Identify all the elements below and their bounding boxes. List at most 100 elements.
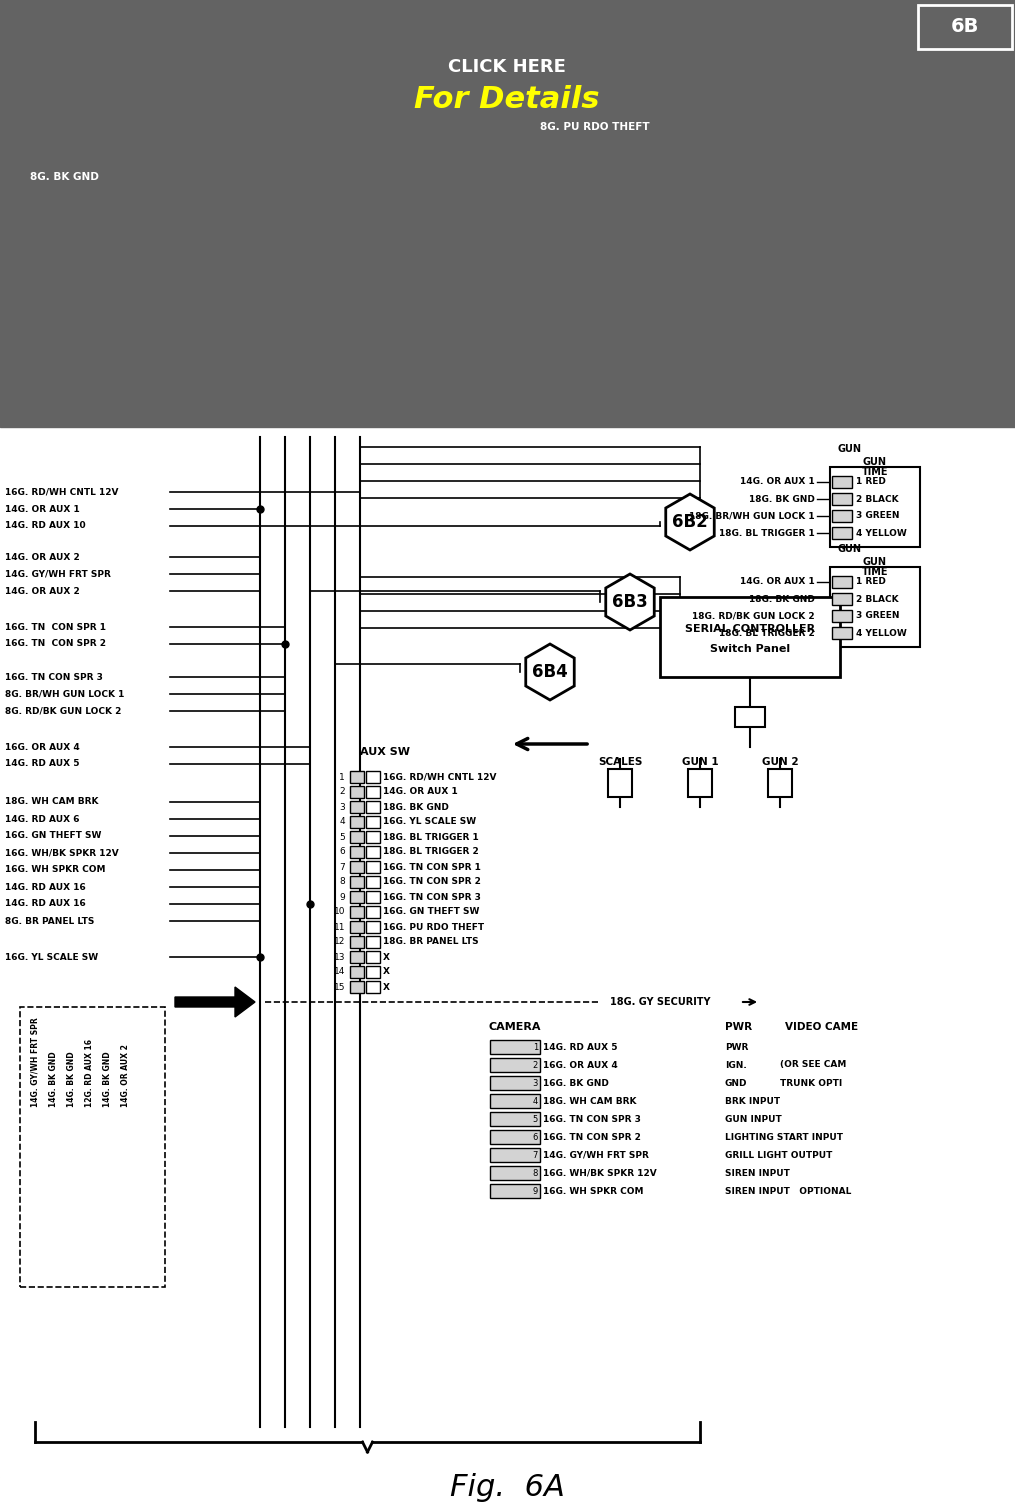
Text: 14G. OR AUX 1: 14G. OR AUX 1 [5, 505, 80, 514]
Text: 16G. TN CON SPR 3: 16G. TN CON SPR 3 [383, 892, 481, 901]
Text: 3: 3 [533, 1079, 538, 1088]
Bar [490, 1166, 540, 1180]
Text: GUN: GUN [838, 445, 862, 454]
Text: 5: 5 [533, 1115, 538, 1124]
Text: 18G. WH CAM BRK: 18G. WH CAM BRK [543, 1097, 636, 1106]
Bar [832, 527, 852, 540]
Text: SIREN INPUT   OPTIONAL: SIREN INPUT OPTIONAL [725, 1186, 852, 1195]
Text: 14G. OR AUX 1: 14G. OR AUX 1 [383, 788, 458, 797]
Text: GUN 1: GUN 1 [682, 757, 719, 767]
Text: GUN: GUN [863, 457, 887, 467]
Text: 4 YELLOW: 4 YELLOW [856, 529, 906, 538]
Text: 16G. WH SPKR COM: 16G. WH SPKR COM [543, 1186, 644, 1195]
Text: 13: 13 [334, 952, 345, 961]
Bar [660, 597, 840, 677]
Text: 6: 6 [533, 1132, 538, 1141]
Bar [735, 707, 765, 726]
Text: 16G. TN CON SPR 2: 16G. TN CON SPR 2 [383, 877, 481, 886]
Bar [490, 1058, 540, 1071]
Text: 18G. BR PANEL LTS: 18G. BR PANEL LTS [383, 937, 479, 946]
Text: 18G. WH CAM BRK: 18G. WH CAM BRK [5, 797, 98, 806]
Text: SCALES: SCALES [598, 757, 642, 767]
Bar [688, 769, 712, 797]
Text: 18G. BK GND: 18G. BK GND [749, 494, 815, 503]
Text: 18G. BR/WH GUN LOCK 1: 18G. BR/WH GUN LOCK 1 [689, 511, 815, 520]
Text: 8: 8 [533, 1168, 538, 1177]
Text: 16G. TN  CON SPR 2: 16G. TN CON SPR 2 [5, 639, 106, 648]
Text: 4: 4 [533, 1097, 538, 1106]
Text: 12G. RD AUX 16: 12G. RD AUX 16 [84, 1038, 93, 1108]
Text: 6B3: 6B3 [612, 592, 648, 610]
Bar [490, 1185, 540, 1198]
Text: 14G. RD AUX 16: 14G. RD AUX 16 [5, 900, 85, 909]
Bar [366, 966, 380, 978]
Text: 18G. RD/BK GUN LOCK 2: 18G. RD/BK GUN LOCK 2 [692, 612, 815, 621]
Bar [832, 610, 852, 622]
Text: 14G. RD AUX 5: 14G. RD AUX 5 [543, 1043, 617, 1052]
Text: 2: 2 [533, 1061, 538, 1070]
Text: 6B4: 6B4 [532, 663, 567, 681]
Text: GUN: GUN [863, 558, 887, 567]
Text: 11: 11 [334, 922, 345, 931]
Text: 18G. BL TRIGGER 1: 18G. BL TRIGGER 1 [383, 832, 479, 841]
Text: For Details: For Details [414, 84, 600, 113]
Bar [832, 592, 852, 604]
Bar [0, 1477, 1015, 1507]
Bar [366, 815, 380, 827]
Polygon shape [666, 494, 715, 550]
Bar [490, 1112, 540, 1126]
Text: 16G. WH/BK SPKR 12V: 16G. WH/BK SPKR 12V [543, 1168, 657, 1177]
Text: CAMERA: CAMERA [489, 1022, 541, 1032]
Text: TIME: TIME [862, 467, 888, 478]
Bar [490, 1094, 540, 1108]
Text: 14G. RD AUX 5: 14G. RD AUX 5 [5, 760, 79, 769]
Text: X: X [383, 967, 390, 977]
Text: 1 RED: 1 RED [856, 577, 886, 586]
Bar [490, 1148, 540, 1162]
Bar [366, 802, 380, 812]
Text: 16G. PU RDO THEFT: 16G. PU RDO THEFT [383, 922, 484, 931]
Bar [350, 860, 364, 873]
Bar [20, 1007, 165, 1287]
Bar [350, 921, 364, 933]
Text: GUN: GUN [838, 544, 862, 555]
Bar [366, 860, 380, 873]
Polygon shape [526, 643, 574, 699]
Bar [366, 981, 380, 993]
Text: 8: 8 [339, 877, 345, 886]
Text: X: X [383, 983, 390, 992]
Text: 9: 9 [533, 1186, 538, 1195]
Text: 6: 6 [339, 847, 345, 856]
Text: 7: 7 [339, 862, 345, 871]
Text: 18G. BL TRIGGER 2: 18G. BL TRIGGER 2 [720, 628, 815, 637]
Text: VIDEO CAME: VIDEO CAME [785, 1022, 858, 1032]
Bar [0, 0, 1015, 426]
Text: 14G. BK GND: 14G. BK GND [103, 1052, 112, 1108]
Bar [350, 906, 364, 918]
Text: Switch Panel: Switch Panel [709, 643, 790, 654]
Text: 16G. OR AUX 4: 16G. OR AUX 4 [543, 1061, 618, 1070]
Text: 14G. BK GND: 14G. BK GND [67, 1052, 75, 1108]
Text: 18G. BL TRIGGER 1: 18G. BL TRIGGER 1 [720, 529, 815, 538]
Text: 16G. WH/BK SPKR 12V: 16G. WH/BK SPKR 12V [5, 848, 119, 857]
Text: 14G. OR AUX 2: 14G. OR AUX 2 [121, 1044, 130, 1108]
Bar [366, 951, 380, 963]
Text: 16G. TN CON SPR 3: 16G. TN CON SPR 3 [5, 672, 103, 681]
Text: SERIAL CONTROLLER: SERIAL CONTROLLER [685, 624, 815, 634]
Text: AUX SW: AUX SW [360, 747, 410, 757]
Text: PWR: PWR [725, 1043, 748, 1052]
Bar [350, 891, 364, 903]
Text: 6B: 6B [951, 18, 979, 36]
Text: 5: 5 [339, 832, 345, 841]
Text: 14G. OR AUX 2: 14G. OR AUX 2 [5, 553, 80, 562]
Bar [366, 891, 380, 903]
Text: 1: 1 [533, 1043, 538, 1052]
Polygon shape [175, 987, 255, 1017]
Text: 14: 14 [334, 967, 345, 977]
Bar [366, 921, 380, 933]
Text: 14G. GY/WH FRT SPR: 14G. GY/WH FRT SPR [5, 570, 111, 579]
Bar [350, 787, 364, 799]
Text: 7: 7 [533, 1150, 538, 1159]
Text: 12: 12 [334, 937, 345, 946]
Bar [768, 769, 792, 797]
